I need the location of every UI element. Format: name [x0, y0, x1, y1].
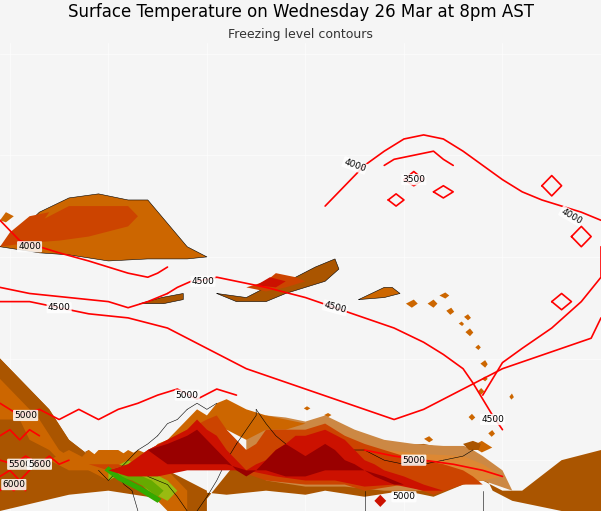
- Polygon shape: [464, 314, 471, 320]
- Polygon shape: [488, 430, 495, 437]
- Text: 5000: 5000: [14, 411, 37, 420]
- Polygon shape: [105, 466, 162, 503]
- Polygon shape: [0, 212, 14, 222]
- Text: 4500: 4500: [192, 277, 215, 286]
- Text: Freezing level contours: Freezing level contours: [228, 28, 373, 41]
- Polygon shape: [463, 441, 481, 450]
- Polygon shape: [406, 299, 418, 308]
- Polygon shape: [148, 430, 404, 484]
- Polygon shape: [0, 359, 207, 511]
- Text: 3500: 3500: [402, 175, 426, 184]
- Text: 5000: 5000: [402, 456, 426, 464]
- Polygon shape: [465, 329, 474, 336]
- Polygon shape: [89, 415, 483, 495]
- Text: 6000: 6000: [2, 480, 25, 489]
- Polygon shape: [374, 495, 386, 507]
- Text: 4000: 4000: [18, 242, 41, 251]
- Polygon shape: [0, 212, 49, 247]
- Text: 5500: 5500: [8, 460, 31, 469]
- Text: 4000: 4000: [560, 206, 584, 226]
- Polygon shape: [359, 287, 400, 299]
- Text: Surface Temperature on Wednesday 26 Mar at 8pm AST: Surface Temperature on Wednesday 26 Mar …: [67, 3, 534, 21]
- Polygon shape: [478, 388, 484, 394]
- Text: 4500: 4500: [481, 415, 504, 424]
- Polygon shape: [304, 406, 310, 410]
- Polygon shape: [108, 420, 444, 491]
- Polygon shape: [0, 359, 601, 511]
- Polygon shape: [459, 321, 464, 326]
- Polygon shape: [475, 345, 481, 350]
- Polygon shape: [439, 292, 450, 298]
- Polygon shape: [0, 379, 187, 511]
- Polygon shape: [0, 206, 138, 247]
- Polygon shape: [217, 259, 339, 301]
- Polygon shape: [118, 470, 163, 497]
- Polygon shape: [305, 450, 502, 486]
- Text: 4500: 4500: [323, 300, 347, 315]
- Polygon shape: [108, 460, 177, 501]
- Polygon shape: [469, 414, 475, 421]
- Polygon shape: [246, 415, 512, 491]
- Polygon shape: [246, 273, 305, 291]
- Polygon shape: [324, 413, 331, 417]
- Polygon shape: [480, 360, 487, 368]
- Polygon shape: [140, 293, 183, 304]
- Text: 4500: 4500: [47, 303, 70, 312]
- Text: 5000: 5000: [175, 390, 199, 400]
- Polygon shape: [447, 308, 454, 315]
- Polygon shape: [510, 393, 514, 400]
- Text: 5000: 5000: [392, 492, 415, 501]
- Polygon shape: [427, 299, 438, 308]
- Polygon shape: [424, 436, 433, 443]
- Polygon shape: [49, 399, 305, 476]
- Polygon shape: [256, 277, 285, 287]
- Polygon shape: [482, 377, 487, 381]
- Text: 5600: 5600: [28, 460, 51, 469]
- Text: 4000: 4000: [343, 157, 367, 174]
- Polygon shape: [0, 194, 207, 261]
- Polygon shape: [472, 441, 492, 452]
